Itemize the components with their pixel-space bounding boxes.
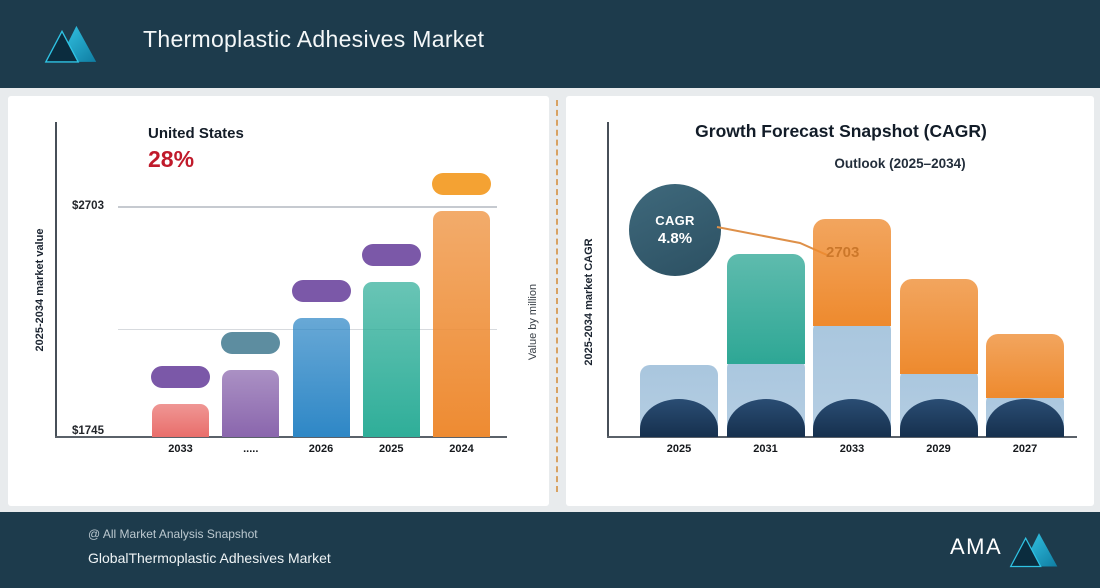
us-x-axis-line [55, 436, 507, 438]
cagr-x-label: 2031 [753, 443, 778, 455]
cagr-bars-plot [640, 160, 1064, 437]
cagr-y-axis-line [607, 122, 609, 438]
us-x-label: 2026 [308, 443, 334, 455]
page-title: Thermoplastic Adhesives Market [143, 26, 485, 52]
cagr-bar-2027 [986, 334, 1064, 437]
us-x-label: 2033 [168, 443, 193, 455]
cagr-chart-title: Growth Forecast Snapshot (CAGR) [695, 121, 987, 141]
us-bar-2024 [432, 173, 491, 437]
bar-segment-top [726, 254, 805, 364]
us-bar-cap-2024 [432, 173, 491, 195]
cagr-badge: CAGR 4.8% [629, 184, 721, 276]
us-y-tick-bottom: $1745 [72, 425, 104, 437]
cagr-bar-2033 [813, 219, 891, 437]
cagr-bar-2029 [899, 279, 978, 437]
footer-brand-text: AMA [950, 534, 1003, 559]
us-chart-highlight-percent: 28% [148, 146, 195, 172]
us-y-tick-top: $2703 [72, 200, 104, 212]
cagr-bar-2031 [726, 254, 805, 437]
us-x-label: 2025 [379, 443, 404, 455]
bar-segment-dome [726, 399, 805, 437]
footer-bar: @ All Market Analysis Snapshot GlobalThe… [0, 512, 1100, 588]
cagr-chart-subtitle: Outlook (2025–2034) [834, 156, 966, 171]
us-y-axis-line [55, 122, 57, 438]
us-bar-cap-2033 [151, 366, 210, 388]
ama-logo-icon [44, 25, 97, 63]
panel-divider [556, 100, 558, 492]
footer-report-title: GlobalThermoplastic Adhesives Market [88, 550, 331, 566]
us-x-label: 2024 [449, 443, 474, 455]
bar-segment-top [899, 279, 978, 374]
cagr-bar-2025 [640, 365, 718, 437]
us-value-unit-label: Value by million [527, 283, 539, 361]
bar-segment-top [986, 334, 1064, 398]
cagr-x-label: 2029 [926, 443, 951, 455]
content-area: United States 28% 2025-2034 market value… [0, 88, 1100, 512]
header-bar: Thermoplastic Adhesives Market [0, 0, 1100, 88]
ama-logo-footer-icon [1009, 533, 1058, 568]
us-bar-cap-..... [221, 332, 281, 354]
us-bar-2026 [291, 280, 351, 437]
us-bar-cap-2026 [291, 280, 351, 302]
cagr-x-label: 2025 [666, 443, 692, 455]
us-gridline-top [118, 206, 497, 208]
cagr-y-axis-label: 2025-2034 market CAGR [583, 238, 595, 366]
us-bars-plot [151, 160, 491, 437]
cagr-x-axis-line [607, 436, 1077, 438]
bar-segment-top [813, 219, 891, 326]
cagr-x-label: 2027 [1012, 443, 1038, 455]
us-bar-..... [221, 332, 281, 437]
us-bar-2025 [361, 244, 421, 437]
us-bar-2033 [151, 366, 210, 437]
cagr-x-axis-labels: 2025 2031 2033 2029 2027 [640, 443, 1064, 455]
bar-segment-dome [899, 399, 978, 437]
us-x-axis-labels: 2033..... 2026 2025 2024 [152, 443, 490, 455]
us-chart-title: United States [148, 125, 244, 142]
cagr-badge-value: 4.8% [657, 230, 693, 247]
us-y-axis-label: 2025-2034 market value [34, 228, 46, 352]
us-x-label: ..... [243, 443, 259, 455]
us-bar-cap-2025 [361, 244, 421, 266]
footer-credit: @ All Market Analysis Snapshot [88, 527, 258, 541]
cagr-badge-label: CAGR [655, 213, 695, 228]
cagr-x-label: 2033 [839, 443, 865, 455]
